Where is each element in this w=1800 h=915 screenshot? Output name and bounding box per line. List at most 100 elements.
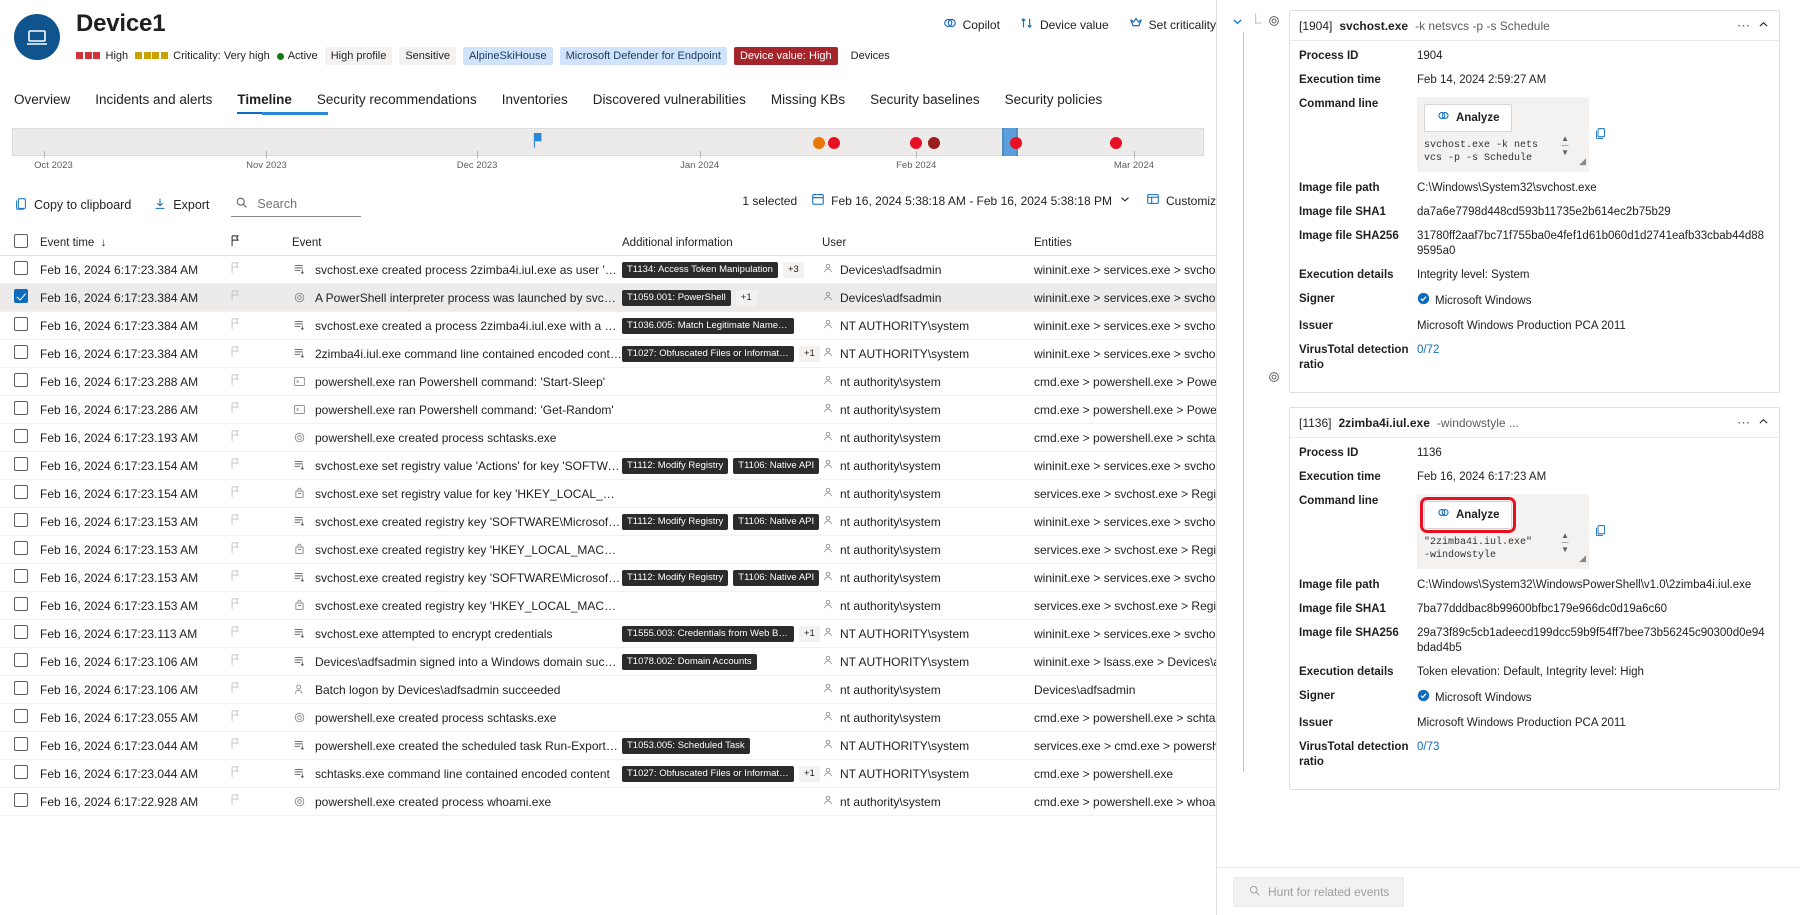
technique-badge[interactable]: T1112: Modify Registry [622, 513, 729, 530]
tag-device-value[interactable]: Device value: High [733, 47, 838, 65]
cell-flag[interactable] [230, 514, 292, 529]
row-checkbox[interactable] [14, 261, 28, 275]
column-header-additional-information[interactable]: Additional information [622, 236, 733, 249]
cell-flag[interactable] [230, 486, 292, 501]
technique-badge[interactable]: T1106: Native API [733, 513, 820, 530]
row-checkbox-cell[interactable] [14, 653, 40, 670]
copy-to-clipboard-button[interactable]: Copy to clipboard [14, 197, 131, 214]
additional-techniques-badge[interactable]: +3 [782, 261, 804, 278]
technique-badge[interactable]: T1027: Obfuscated Files or Information [622, 765, 794, 782]
timeline-marker-red-3[interactable] [1010, 137, 1023, 149]
flag-icon[interactable] [230, 486, 241, 501]
cell-flag[interactable] [230, 794, 292, 809]
additional-techniques-badge[interactable]: +1 [799, 625, 820, 642]
copy-command-icon[interactable] [1594, 524, 1607, 542]
row-checkbox[interactable] [14, 429, 28, 443]
flag-icon[interactable] [230, 430, 241, 445]
process-card-header[interactable]: [1904] svchost.exe -k netsvcs -p -s Sche… [1290, 11, 1779, 41]
table-row[interactable]: Feb 16, 2024 6:17:23.044 AM powershell.e… [0, 732, 1216, 760]
row-checkbox[interactable] [14, 345, 28, 359]
timeline-band[interactable]: Oct 2023 Nov 2023 Dec 2023 Jan 2024 Feb … [12, 128, 1204, 171]
cell-flag[interactable] [230, 654, 292, 669]
flag-icon[interactable] [230, 542, 241, 557]
row-checkbox[interactable] [14, 793, 28, 807]
process-tree-node[interactable]: └ [1231, 14, 1281, 33]
row-checkbox[interactable] [14, 653, 28, 667]
table-row[interactable]: Feb 16, 2024 6:17:23.384 AM 2zimba4i.iul… [0, 340, 1216, 368]
hunt-for-related-events-button[interactable]: Hunt for related events [1233, 876, 1405, 907]
collapse-chevron-icon[interactable] [1757, 18, 1770, 34]
timeline-strip[interactable]: Oct 2023 Nov 2023 Dec 2023 Jan 2024 Feb … [12, 112, 1204, 171]
cell-flag[interactable] [230, 766, 292, 781]
timeline-flag-marker[interactable] [532, 133, 543, 148]
table-row[interactable]: Feb 16, 2024 6:17:23.153 AM svchost.exe … [0, 592, 1216, 620]
technique-badge[interactable]: T1555.003: Credentials from Web Browsers [622, 625, 794, 642]
column-header-event-time[interactable]: Event time ↓ [40, 237, 230, 249]
flag-icon[interactable] [230, 318, 241, 333]
customize-columns-button[interactable]: Customiz [1146, 192, 1216, 209]
flag-icon[interactable] [230, 402, 241, 417]
row-checkbox[interactable] [14, 569, 28, 583]
set-criticality-button[interactable]: Set criticality [1129, 16, 1216, 33]
row-checkbox-cell[interactable] [14, 457, 40, 474]
table-row[interactable]: Feb 16, 2024 6:17:23.384 AM svchost.exe … [0, 256, 1216, 284]
table-row[interactable]: Feb 16, 2024 6:17:23.153 AM svchost.exe … [0, 564, 1216, 592]
cell-flag[interactable] [230, 682, 292, 697]
table-row[interactable]: Feb 16, 2024 6:17:23.193 AM powershell.e… [0, 424, 1216, 452]
column-header-user[interactable]: User [822, 236, 847, 249]
row-checkbox-cell[interactable] [14, 401, 40, 418]
command-line-scroll-spinner[interactable]: ▲ — ▼ [1561, 134, 1569, 157]
virustotal-ratio-link[interactable]: 0/72 [1417, 344, 1440, 356]
process-node-gear-icon[interactable] [1267, 14, 1281, 33]
row-checkbox-cell[interactable] [14, 317, 40, 334]
additional-techniques-badge[interactable]: +1 [799, 345, 820, 362]
flag-icon[interactable] [230, 598, 241, 613]
row-checkbox-cell[interactable] [14, 373, 40, 390]
cell-flag[interactable] [230, 374, 292, 389]
table-row[interactable]: Feb 16, 2024 6:17:23.154 AM svchost.exe … [0, 480, 1216, 508]
flag-icon[interactable] [230, 290, 241, 305]
tab-security-policies[interactable]: Security policies [1004, 92, 1103, 107]
row-checkbox-cell[interactable] [14, 513, 40, 530]
analyze-button[interactable]: Analyze [1424, 501, 1513, 529]
command-line-text[interactable]: svchost.exe -k netsvcs -p -s Schedule [1424, 140, 1539, 164]
process-tree-node[interactable] [1231, 370, 1281, 389]
cell-flag[interactable] [230, 598, 292, 613]
row-checkbox-cell[interactable] [14, 261, 40, 278]
row-checkbox-cell[interactable] [14, 765, 40, 782]
command-line-scroll-spinner[interactable]: ▲ — ▼ [1561, 531, 1569, 554]
technique-badge[interactable]: T1036.005: Match Legitimate Name or Loca… [622, 317, 794, 334]
tab-timeline[interactable]: Timeline [237, 92, 292, 114]
tab-missing-kbs[interactable]: Missing KBs [770, 92, 846, 107]
tag-mdfe[interactable]: Microsoft Defender for Endpoint [559, 47, 727, 65]
row-checkbox-cell[interactable] [14, 681, 40, 698]
virustotal-ratio-link[interactable]: 0/73 [1417, 741, 1440, 753]
row-checkbox-cell[interactable] [14, 345, 40, 362]
timeline-marker-red-1[interactable] [828, 137, 841, 149]
copilot-button[interactable]: Copilot [943, 16, 1000, 33]
table-row[interactable]: Feb 16, 2024 6:17:23.113 AM svchost.exe … [0, 620, 1216, 648]
flag-icon[interactable] [230, 682, 241, 697]
timeline-marker-red-2[interactable] [910, 137, 923, 149]
row-checkbox-cell[interactable] [14, 709, 40, 726]
row-checkbox-cell[interactable] [14, 625, 40, 642]
table-row[interactable]: Feb 16, 2024 6:17:23.286 AM powershell.e… [0, 396, 1216, 424]
tag-high-profile[interactable]: High profile [324, 47, 393, 65]
table-row[interactable]: Feb 16, 2024 6:17:23.055 AM powershell.e… [0, 704, 1216, 732]
flag-icon[interactable] [230, 374, 241, 389]
row-checkbox-cell[interactable] [14, 597, 40, 614]
row-checkbox[interactable] [14, 681, 28, 695]
flag-icon[interactable] [230, 738, 241, 753]
timeline-marker-orange[interactable] [812, 137, 825, 149]
tab-security-recommendations[interactable]: Security recommendations [316, 92, 477, 107]
cell-flag[interactable] [230, 458, 292, 473]
technique-badge[interactable]: T1112: Modify Registry [622, 569, 729, 586]
flag-icon[interactable] [230, 710, 241, 725]
table-row[interactable]: Feb 16, 2024 6:17:23.384 AM svchost.exe … [0, 312, 1216, 340]
table-row[interactable]: Feb 16, 2024 6:17:23.154 AM svchost.exe … [0, 452, 1216, 480]
resize-handle[interactable]: ◢ [1579, 553, 1586, 563]
table-row[interactable]: Feb 16, 2024 6:17:23.106 AM Devices\adfs… [0, 648, 1216, 676]
technique-badge[interactable]: T1112: Modify Registry [622, 457, 729, 474]
table-row[interactable]: Feb 16, 2024 6:17:23.384 AM A PowerShell… [0, 284, 1216, 312]
cell-flag[interactable] [230, 710, 292, 725]
